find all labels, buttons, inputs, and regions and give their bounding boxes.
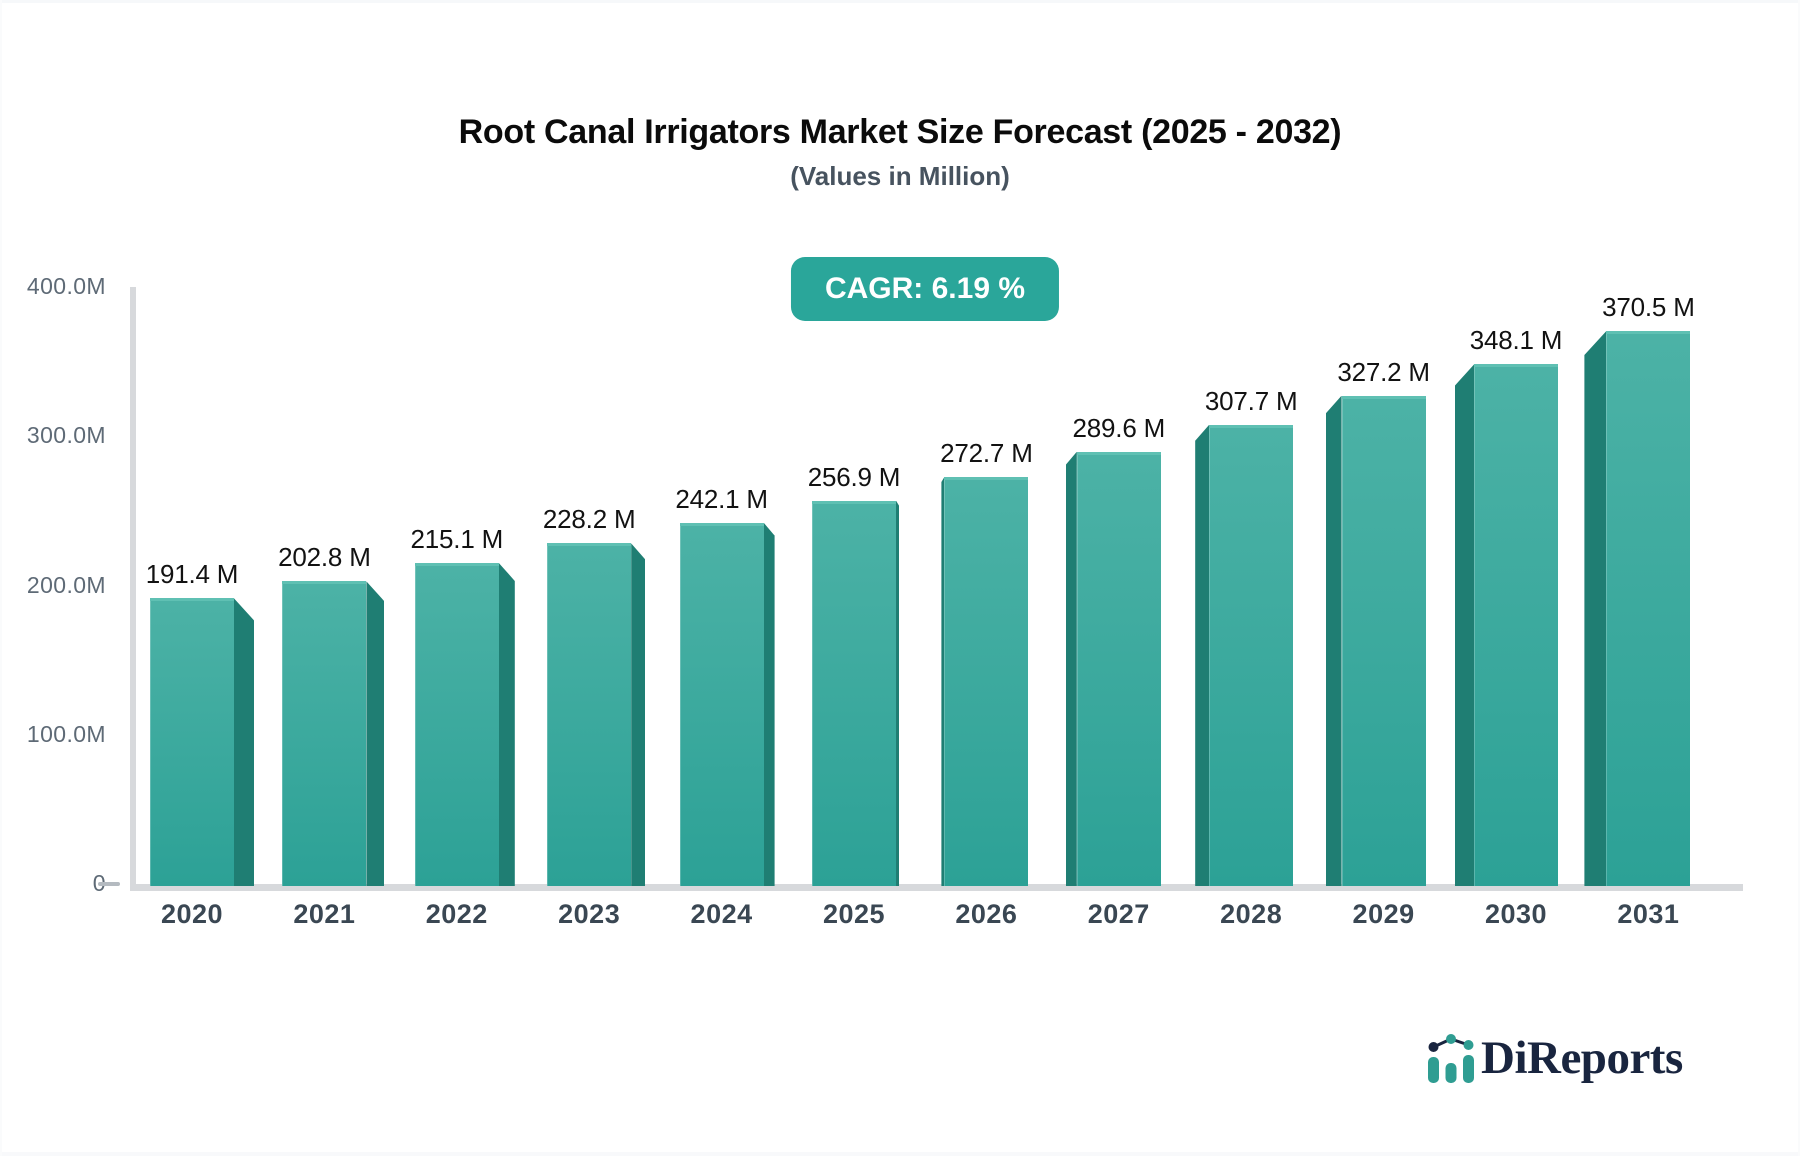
bar-value-label: 289.6 M xyxy=(1072,412,1166,443)
bar-front-face xyxy=(679,522,764,886)
bar-front-face xyxy=(282,581,367,886)
bar-2028[interactable] xyxy=(1195,424,1294,886)
x-axis-label-2027: 2027 xyxy=(1087,899,1150,929)
x-axis-line xyxy=(130,884,1743,891)
bar-value-label: 370.5 M xyxy=(1602,292,1695,323)
bar-3d-side-face xyxy=(1325,395,1342,886)
bar-3d-side-face xyxy=(941,476,945,886)
bar-front-face xyxy=(1076,451,1161,886)
y-axis-tick-label: 200.0M xyxy=(26,571,106,598)
x-axis-label-2023: 2023 xyxy=(558,899,621,929)
bar-2020[interactable] xyxy=(150,598,254,886)
bar-3d-side-face xyxy=(1584,331,1607,886)
bar-2023[interactable] xyxy=(547,543,646,886)
bar-value-label: 256.9 M xyxy=(807,461,901,492)
direports-logo: DiReports xyxy=(1428,1030,1683,1086)
bar-chart-trend-icon xyxy=(1428,1034,1474,1083)
bar-front-face xyxy=(944,476,1029,886)
bar-front-face xyxy=(812,500,896,886)
y-axis-tick-label: 0 xyxy=(0,870,106,897)
y-axis-tick-label: 400.0M xyxy=(26,273,106,299)
page-border-top xyxy=(0,0,1800,3)
y-axis-tick-label: 300.0M xyxy=(26,422,106,449)
bar-3d-side-face xyxy=(763,522,775,886)
x-axis-label-2029: 2029 xyxy=(1352,899,1415,929)
page-border-bottom xyxy=(0,1152,1800,1156)
bar-value-label: 191.4 M xyxy=(145,559,239,590)
x-axis-label-2031: 2031 xyxy=(1617,899,1680,929)
bar-front-face xyxy=(150,598,234,886)
bar-value-label: 228.2 M xyxy=(542,504,636,535)
bar-3d-side-face xyxy=(1065,451,1077,886)
bar-value-label: 272.7 M xyxy=(940,437,1033,468)
x-axis-label-2030: 2030 xyxy=(1484,899,1548,929)
bar-front-face xyxy=(1341,395,1426,886)
bar-2022[interactable] xyxy=(414,562,515,886)
x-axis-label-2028: 2028 xyxy=(1220,899,1283,929)
bar-value-label: 327.2 M xyxy=(1337,356,1430,387)
bar-2024[interactable] xyxy=(679,522,775,886)
bar-front-face xyxy=(414,562,499,886)
x-axis-label-2021: 2021 xyxy=(293,899,356,929)
bar-3d-side-face xyxy=(1455,364,1474,886)
bar-front-face xyxy=(1606,331,1691,886)
x-axis-label-2020: 2020 xyxy=(160,899,224,929)
chart-title: Root Canal Irrigators Market Size Foreca… xyxy=(458,113,1342,151)
x-axis-label-2025: 2025 xyxy=(822,899,886,929)
bar-front-face xyxy=(1209,424,1294,886)
x-axis-label-2024: 2024 xyxy=(690,899,753,929)
page-border-right xyxy=(1798,0,1800,1156)
bar-3d-side-face xyxy=(366,581,385,886)
y-axis-zero-tick xyxy=(98,882,120,886)
y-axis-line xyxy=(130,287,136,891)
bar-3d-side-face xyxy=(1195,424,1210,886)
bar-3d-side-face xyxy=(631,543,646,886)
bar-2021[interactable] xyxy=(282,581,385,886)
chart-subtitle: (Values in Million) xyxy=(790,161,1010,191)
bar-value-label: 242.1 M xyxy=(675,483,768,514)
bar-3d-side-face xyxy=(498,562,515,886)
bar-2027[interactable] xyxy=(1065,451,1161,886)
bar-value-label: 307.7 M xyxy=(1204,385,1298,416)
x-axis-label-2026: 2026 xyxy=(955,899,1018,929)
page-border-left xyxy=(0,0,2,1156)
bar-front-face xyxy=(1474,364,1558,886)
bar-2029[interactable] xyxy=(1325,395,1426,886)
bar-3d-side-face xyxy=(234,598,254,886)
bar-front-face xyxy=(547,543,632,886)
bar-2031[interactable] xyxy=(1584,331,1691,886)
x-axis-label-2022: 2022 xyxy=(425,899,488,929)
bar-2025[interactable] xyxy=(812,500,899,886)
logo-text: DiReports xyxy=(1481,1032,1683,1084)
bar-value-label: 202.8 M xyxy=(278,542,371,573)
bar-value-label: 348.1 M xyxy=(1469,325,1563,356)
cagr-badge: CAGR: 6.19 % xyxy=(790,257,1060,321)
bar-3d-side-face xyxy=(896,500,899,886)
bar-2026[interactable] xyxy=(941,476,1029,886)
bar-value-label: 215.1 M xyxy=(410,523,504,554)
y-axis-tick-label: 100.0M xyxy=(26,720,106,747)
bar-2030[interactable] xyxy=(1455,364,1558,886)
